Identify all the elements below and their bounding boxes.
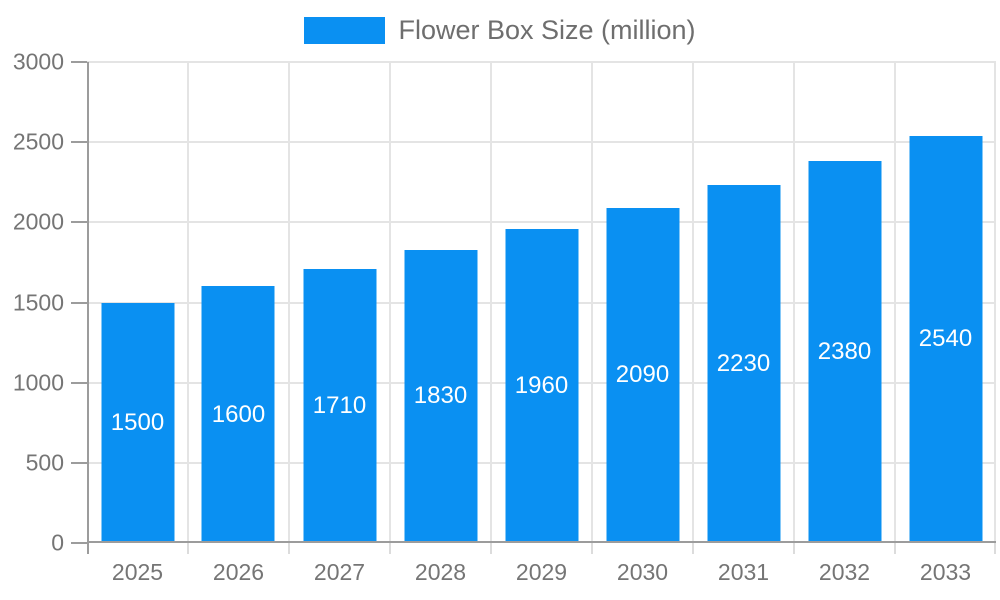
x-axis-category-label: 2033 (919, 559, 972, 585)
y-axis-tick (71, 221, 87, 224)
y-axis-tick-label: 2500 (12, 128, 64, 155)
x-axis-tick (388, 543, 391, 554)
x-axis-category-label: 2025 (111, 559, 164, 585)
bar-value-label: 1500 (110, 408, 165, 436)
vertical-gridline (994, 62, 996, 543)
bar-2029[interactable]: 1960 (505, 228, 578, 543)
vertical-gridline (186, 62, 189, 543)
y-axis-line (87, 62, 89, 543)
y-axis-tick-label: 3000 (12, 48, 64, 75)
horizontal-gridline (87, 221, 996, 224)
y-axis-labels: 0 500 1000 1500 2000 2500 3000 (0, 49, 64, 556)
x-axis-category-label: 2027 (313, 559, 366, 585)
bar-2030[interactable]: 2090 (606, 207, 679, 543)
x-axis-category-label: 2029 (515, 559, 568, 585)
y-axis-tick-label: 1500 (12, 289, 64, 315)
y-axis-tick-label: 1000 (12, 369, 64, 396)
vertical-gridline (793, 62, 795, 543)
plot-area: 1500 2025 1600 2026 1710 2027 1830 2028 1960 2029… (71, 61, 996, 585)
bar-2032[interactable]: 2380 (808, 161, 881, 543)
x-axis-tick (793, 543, 795, 554)
x-axis-tick (489, 543, 492, 554)
chart-legend[interactable]: Flower Box Size (million) (0, 17, 1000, 44)
x-axis-category-label: 2028 (414, 559, 467, 585)
y-axis-tick (71, 141, 87, 144)
x-axis-tick (591, 543, 593, 554)
bar-value-label: 1830 (413, 382, 468, 410)
bar-2026[interactable]: 1600 (201, 286, 275, 543)
x-axis-category-label: 2030 (616, 559, 669, 585)
x-axis-category-label: 2032 (818, 559, 871, 585)
y-axis-tick-label: 0 (51, 529, 64, 556)
bar-value-label: 1600 (211, 400, 266, 428)
horizontal-gridline (87, 61, 996, 63)
x-axis-tick (87, 543, 89, 554)
vertical-gridline (489, 62, 492, 543)
legend-swatch-icon (304, 17, 386, 44)
bar-2028[interactable]: 1830 (404, 249, 477, 543)
y-axis-tick-label: 2000 (12, 208, 64, 235)
bar-value-label: 1710 (312, 391, 367, 419)
y-axis-tick (71, 61, 87, 63)
x-axis-line (87, 541, 996, 543)
bar-value-label: 2090 (615, 361, 670, 389)
bar-value-label: 2540 (918, 325, 973, 353)
x-axis-category-label: 2031 (717, 559, 770, 585)
x-axis-category-label: 2026 (212, 559, 265, 585)
bar-2031[interactable]: 2230 (707, 185, 780, 543)
y-axis-tick-label: 500 (25, 449, 64, 476)
legend-series-label: Flower Box Size (million) (398, 15, 696, 45)
bar-2025[interactable]: 1500 (101, 302, 174, 543)
bar-2033[interactable]: 2540 (909, 135, 982, 543)
y-axis-tick (71, 301, 87, 304)
y-axis-tick (71, 461, 87, 464)
bar-value-label: 2380 (817, 338, 872, 366)
x-axis-tick (691, 543, 694, 554)
x-axis-tick (186, 543, 189, 554)
vertical-gridline (691, 62, 694, 543)
vertical-gridline (893, 62, 896, 543)
vertical-gridline (591, 62, 593, 543)
vertical-gridline (388, 62, 391, 543)
y-axis-tick (71, 381, 87, 384)
y-axis-tick (71, 542, 87, 544)
bar-2027[interactable]: 1710 (303, 268, 376, 543)
horizontal-gridline (87, 141, 996, 144)
bar-value-label: 1960 (514, 371, 569, 399)
vertical-gridline (287, 62, 290, 543)
x-axis-tick (287, 543, 290, 554)
x-axis-tick (994, 543, 996, 554)
x-axis-tick (893, 543, 896, 554)
bar-value-label: 2230 (716, 350, 771, 378)
